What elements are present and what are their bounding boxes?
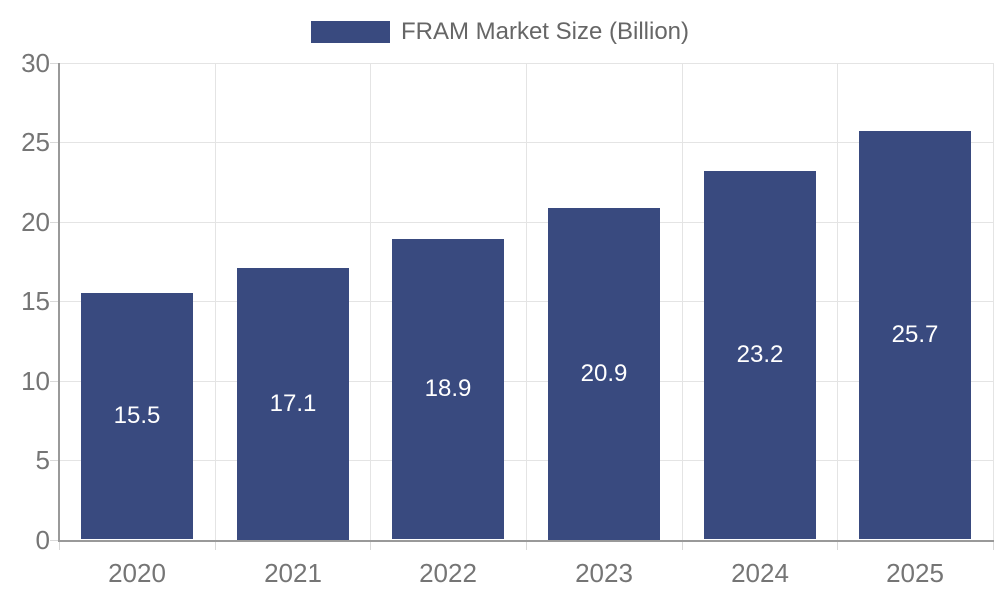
x-tick-label-2021: 2021 [264, 558, 322, 588]
gridline-vertical [370, 63, 371, 540]
x-axis-tick [215, 541, 216, 550]
bar-value-label-2022: 18.9 [424, 375, 472, 402]
y-tick-label-15: 15 [21, 286, 50, 316]
legend-swatch-icon [310, 21, 390, 43]
x-axis-tick [526, 541, 527, 550]
bar-2022[interactable] [392, 239, 504, 539]
y-axis-tick [50, 540, 59, 541]
x-axis-tick [370, 541, 371, 550]
bar-value-label-2025: 25.7 [891, 321, 939, 348]
x-tick-label-2024: 2024 [731, 558, 789, 588]
x-axis-tick [682, 541, 683, 550]
x-axis-line [58, 540, 994, 542]
y-axis-tick [50, 63, 59, 64]
y-tick-label-20: 20 [21, 207, 50, 237]
bar-value-label-2020: 15.5 [113, 402, 161, 429]
x-axis-tick [59, 541, 60, 550]
y-axis-line [58, 63, 60, 541]
y-axis-tick [50, 222, 59, 223]
gridline-vertical [837, 63, 838, 540]
y-tick-label-5: 5 [35, 445, 50, 475]
y-axis-tick [50, 381, 59, 382]
legend[interactable]: FRAM Market Size (Billion) [0, 18, 1000, 46]
bar-2023[interactable] [548, 208, 660, 540]
bar-value-label-2021: 17.1 [269, 390, 317, 417]
x-axis-tick [837, 541, 838, 550]
bar-2025[interactable] [859, 131, 971, 539]
x-tick-label-2022: 2022 [419, 558, 477, 588]
gridline-vertical [993, 63, 994, 540]
bar-value-label-2023: 20.9 [580, 360, 628, 387]
gridline-vertical [215, 63, 216, 540]
y-tick-label-25: 25 [21, 127, 50, 157]
gridline-vertical [682, 63, 683, 540]
x-tick-label-2020: 2020 [108, 558, 166, 588]
bar-value-label-2024: 23.2 [736, 341, 784, 368]
bar-2024[interactable] [704, 171, 816, 539]
x-tick-label-2025: 2025 [886, 558, 944, 588]
bar-2020[interactable] [81, 293, 193, 539]
y-tick-label-10: 10 [21, 366, 50, 396]
x-tick-label-2023: 2023 [575, 558, 633, 588]
y-axis-tick [50, 460, 59, 461]
bar-2021[interactable] [237, 268, 349, 540]
y-tick-label-0: 0 [35, 525, 50, 555]
gridline-vertical [526, 63, 527, 540]
legend-label: FRAM Market Size (Billion) [400, 18, 690, 45]
y-tick-label-30: 30 [21, 48, 50, 78]
y-axis-tick [50, 142, 59, 143]
y-axis-tick [50, 301, 59, 302]
x-axis-tick [993, 541, 994, 550]
